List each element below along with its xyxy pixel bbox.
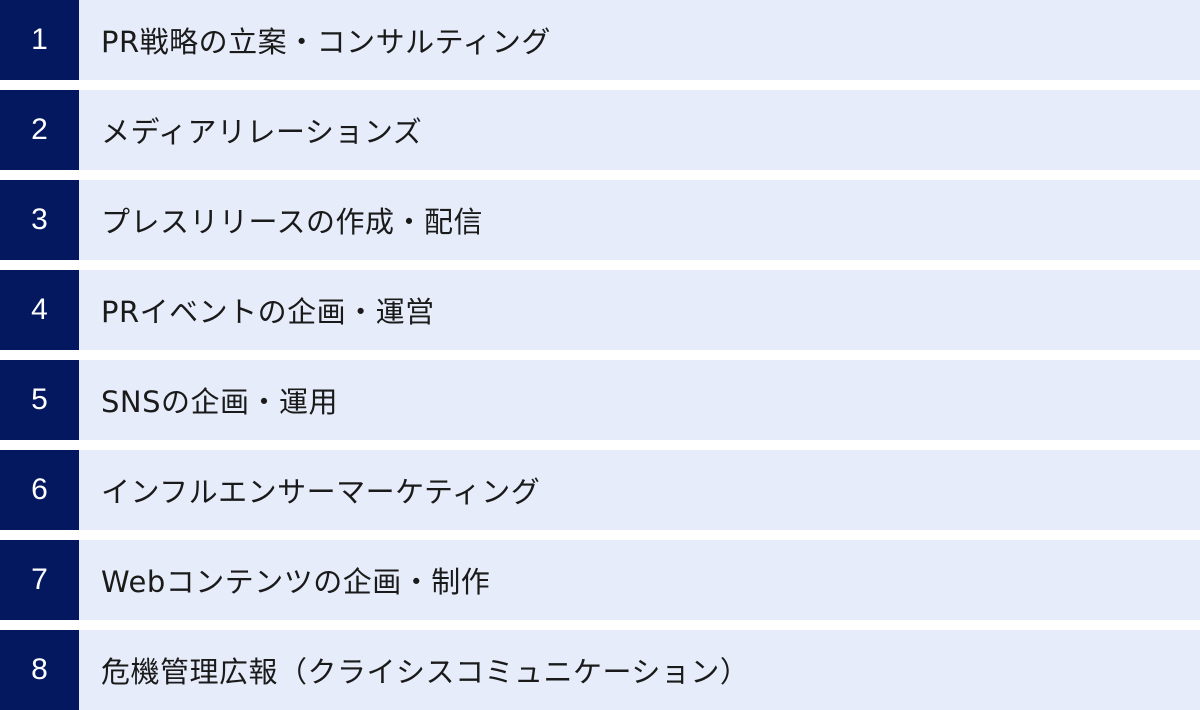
list-item: 7 Webコンテンツの企画・制作 — [0, 540, 1200, 620]
list-item: 8 危機管理広報（クライシスコミュニケーション） — [0, 630, 1200, 710]
item-label: PR戦略の立案・コンサルティング — [101, 25, 551, 59]
item-label: インフルエンサーマーケティング — [101, 475, 541, 509]
item-number: 5 — [0, 360, 79, 440]
item-number: 3 — [0, 180, 79, 260]
item-label: プレスリリースの作成・配信 — [101, 205, 484, 239]
item-number: 1 — [0, 0, 79, 80]
item-label: SNSの企画・運用 — [101, 385, 339, 419]
item-number: 6 — [0, 450, 79, 530]
list-item: 6 インフルエンサーマーケティング — [0, 450, 1200, 530]
list-item: 5 SNSの企画・運用 — [0, 360, 1200, 440]
list-item: 3 プレスリリースの作成・配信 — [0, 180, 1200, 260]
item-number: 8 — [0, 630, 79, 710]
list-item: 4 PRイベントの企画・運営 — [0, 270, 1200, 350]
item-label: 危機管理広報（クライシスコミュニケーション） — [101, 655, 750, 689]
item-number: 2 — [0, 90, 79, 170]
item-label: PRイベントの企画・運営 — [101, 295, 435, 329]
list-item: 2 メディアリレーションズ — [0, 90, 1200, 170]
item-label: メディアリレーションズ — [101, 115, 423, 149]
item-number: 4 — [0, 270, 79, 350]
item-number: 7 — [0, 540, 79, 620]
item-label: Webコンテンツの企画・制作 — [101, 565, 491, 599]
list-item: 1 PR戦略の立案・コンサルティング — [0, 0, 1200, 80]
